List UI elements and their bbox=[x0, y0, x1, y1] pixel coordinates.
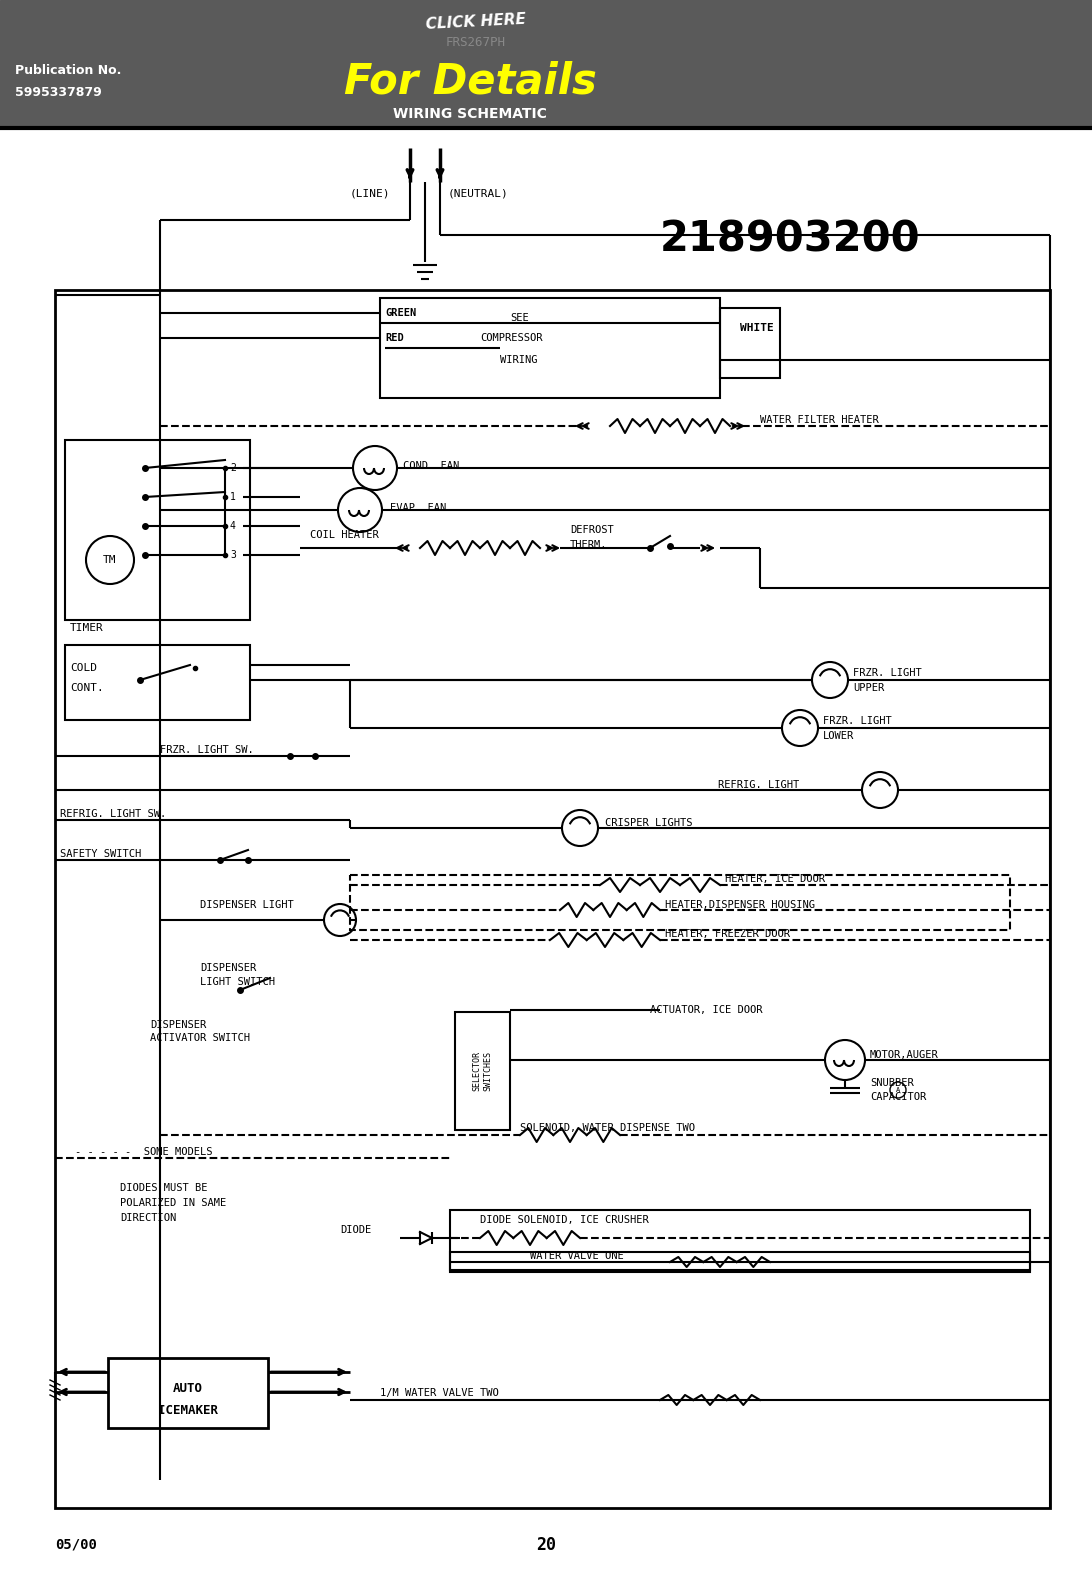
Bar bbox=[66, 645, 250, 721]
Text: SAFETY SWITCH: SAFETY SWITCH bbox=[60, 849, 141, 859]
Text: DIRECTION: DIRECTION bbox=[120, 1214, 176, 1223]
Text: CRISPER LIGHTS: CRISPER LIGHTS bbox=[605, 818, 692, 827]
Text: TIMER: TIMER bbox=[70, 623, 104, 633]
Text: LOWER: LOWER bbox=[823, 732, 854, 741]
Text: FRZR. LIGHT: FRZR. LIGHT bbox=[823, 716, 892, 725]
Text: POLARIZED IN SAME: POLARIZED IN SAME bbox=[120, 1198, 226, 1207]
Text: (LINE): (LINE) bbox=[351, 188, 391, 198]
Bar bbox=[450, 1251, 1030, 1272]
Bar bbox=[720, 308, 780, 378]
Text: FRS267PH: FRS267PH bbox=[446, 36, 506, 49]
Text: 4: 4 bbox=[230, 521, 236, 531]
Bar bbox=[351, 874, 1010, 929]
Text: EVAP. FAN: EVAP. FAN bbox=[390, 502, 447, 513]
Text: GREEN: GREEN bbox=[385, 308, 416, 319]
Text: For Details: For Details bbox=[344, 61, 596, 104]
Text: SOLENOID, WATER DISPENSE TWO: SOLENOID, WATER DISPENSE TWO bbox=[520, 1123, 695, 1134]
Text: WIRING SCHEMATIC: WIRING SCHEMATIC bbox=[393, 107, 547, 121]
Text: DIODE SOLENOID, ICE CRUSHER: DIODE SOLENOID, ICE CRUSHER bbox=[480, 1215, 649, 1225]
Text: 2: 2 bbox=[230, 463, 236, 473]
Text: COND. FAN: COND. FAN bbox=[403, 462, 460, 471]
Text: 1/M WATER VALVE TWO: 1/M WATER VALVE TWO bbox=[380, 1388, 499, 1397]
Text: 3: 3 bbox=[230, 550, 236, 560]
Text: MOTOR,AUGER: MOTOR,AUGER bbox=[870, 1050, 939, 1060]
Text: (NEUTRAL): (NEUTRAL) bbox=[448, 188, 509, 198]
Text: 218903200: 218903200 bbox=[660, 218, 921, 261]
Text: SNUBBER: SNUBBER bbox=[870, 1079, 914, 1088]
Text: A: A bbox=[895, 1086, 900, 1093]
Text: SELECTOR
SWITCHES: SELECTOR SWITCHES bbox=[473, 1050, 492, 1091]
Text: CLICK HERE: CLICK HERE bbox=[426, 13, 526, 31]
Text: HEATER, FREEZER DOOR: HEATER, FREEZER DOOR bbox=[665, 929, 790, 939]
Text: Publication No.: Publication No. bbox=[15, 63, 121, 77]
Text: THERM.: THERM. bbox=[570, 540, 607, 549]
Text: REFRIG. LIGHT: REFRIG. LIGHT bbox=[719, 780, 799, 790]
Text: COMPRESSOR: COMPRESSOR bbox=[480, 333, 543, 342]
Text: WIRING: WIRING bbox=[500, 355, 537, 364]
Text: DISPENSER: DISPENSER bbox=[150, 1020, 206, 1030]
Text: DIODE: DIODE bbox=[340, 1225, 371, 1236]
Text: LIGHT SWITCH: LIGHT SWITCH bbox=[200, 977, 275, 988]
Text: UPPER: UPPER bbox=[853, 683, 885, 692]
Text: ACTUATOR, ICE DOOR: ACTUATOR, ICE DOOR bbox=[650, 1005, 762, 1014]
Text: HEATER, ICE DOOR: HEATER, ICE DOOR bbox=[725, 874, 824, 884]
Text: SEE: SEE bbox=[510, 312, 529, 323]
Text: FRZR. LIGHT SW.: FRZR. LIGHT SW. bbox=[161, 746, 253, 755]
Text: COIL HEATER: COIL HEATER bbox=[310, 531, 379, 540]
Text: HEATER,DISPENSER HOUSING: HEATER,DISPENSER HOUSING bbox=[665, 900, 815, 911]
Text: CONT.: CONT. bbox=[70, 683, 104, 692]
Text: FRZR. LIGHT: FRZR. LIGHT bbox=[853, 667, 922, 678]
Bar bbox=[450, 1210, 1030, 1270]
Text: WATER VALVE ONE: WATER VALVE ONE bbox=[530, 1251, 624, 1261]
Bar bbox=[108, 1358, 268, 1429]
Text: DISPENSER LIGHT: DISPENSER LIGHT bbox=[200, 900, 294, 911]
Text: TM: TM bbox=[104, 556, 117, 565]
Text: WHITE: WHITE bbox=[740, 323, 774, 333]
Text: DEFROST: DEFROST bbox=[570, 524, 614, 535]
Text: CAPACITOR: CAPACITOR bbox=[870, 1093, 926, 1102]
Text: ACTIVATOR SWITCH: ACTIVATOR SWITCH bbox=[150, 1033, 250, 1042]
Text: 20: 20 bbox=[536, 1535, 556, 1554]
Text: DIODES MUST BE: DIODES MUST BE bbox=[120, 1184, 207, 1193]
Text: AUTO: AUTO bbox=[173, 1382, 203, 1394]
Bar bbox=[455, 1013, 510, 1130]
Text: ICEMAKER: ICEMAKER bbox=[158, 1404, 218, 1416]
Text: COLD: COLD bbox=[70, 663, 97, 674]
Bar bbox=[0, 0, 1092, 129]
Text: RED: RED bbox=[385, 333, 404, 342]
Text: 1: 1 bbox=[230, 491, 236, 502]
Text: REFRIG. LIGHT SW.: REFRIG. LIGHT SW. bbox=[60, 809, 166, 820]
Text: WATER FILTER HEATER: WATER FILTER HEATER bbox=[760, 414, 879, 425]
Text: 5995337879: 5995337879 bbox=[15, 86, 102, 99]
Bar bbox=[66, 440, 250, 620]
Text: DISPENSER: DISPENSER bbox=[200, 962, 257, 973]
Bar bbox=[55, 290, 1051, 1509]
Bar bbox=[380, 298, 720, 399]
Text: - - - - -  SOME MODELS: - - - - - SOME MODELS bbox=[75, 1148, 213, 1157]
Text: 05/00: 05/00 bbox=[55, 1539, 97, 1553]
